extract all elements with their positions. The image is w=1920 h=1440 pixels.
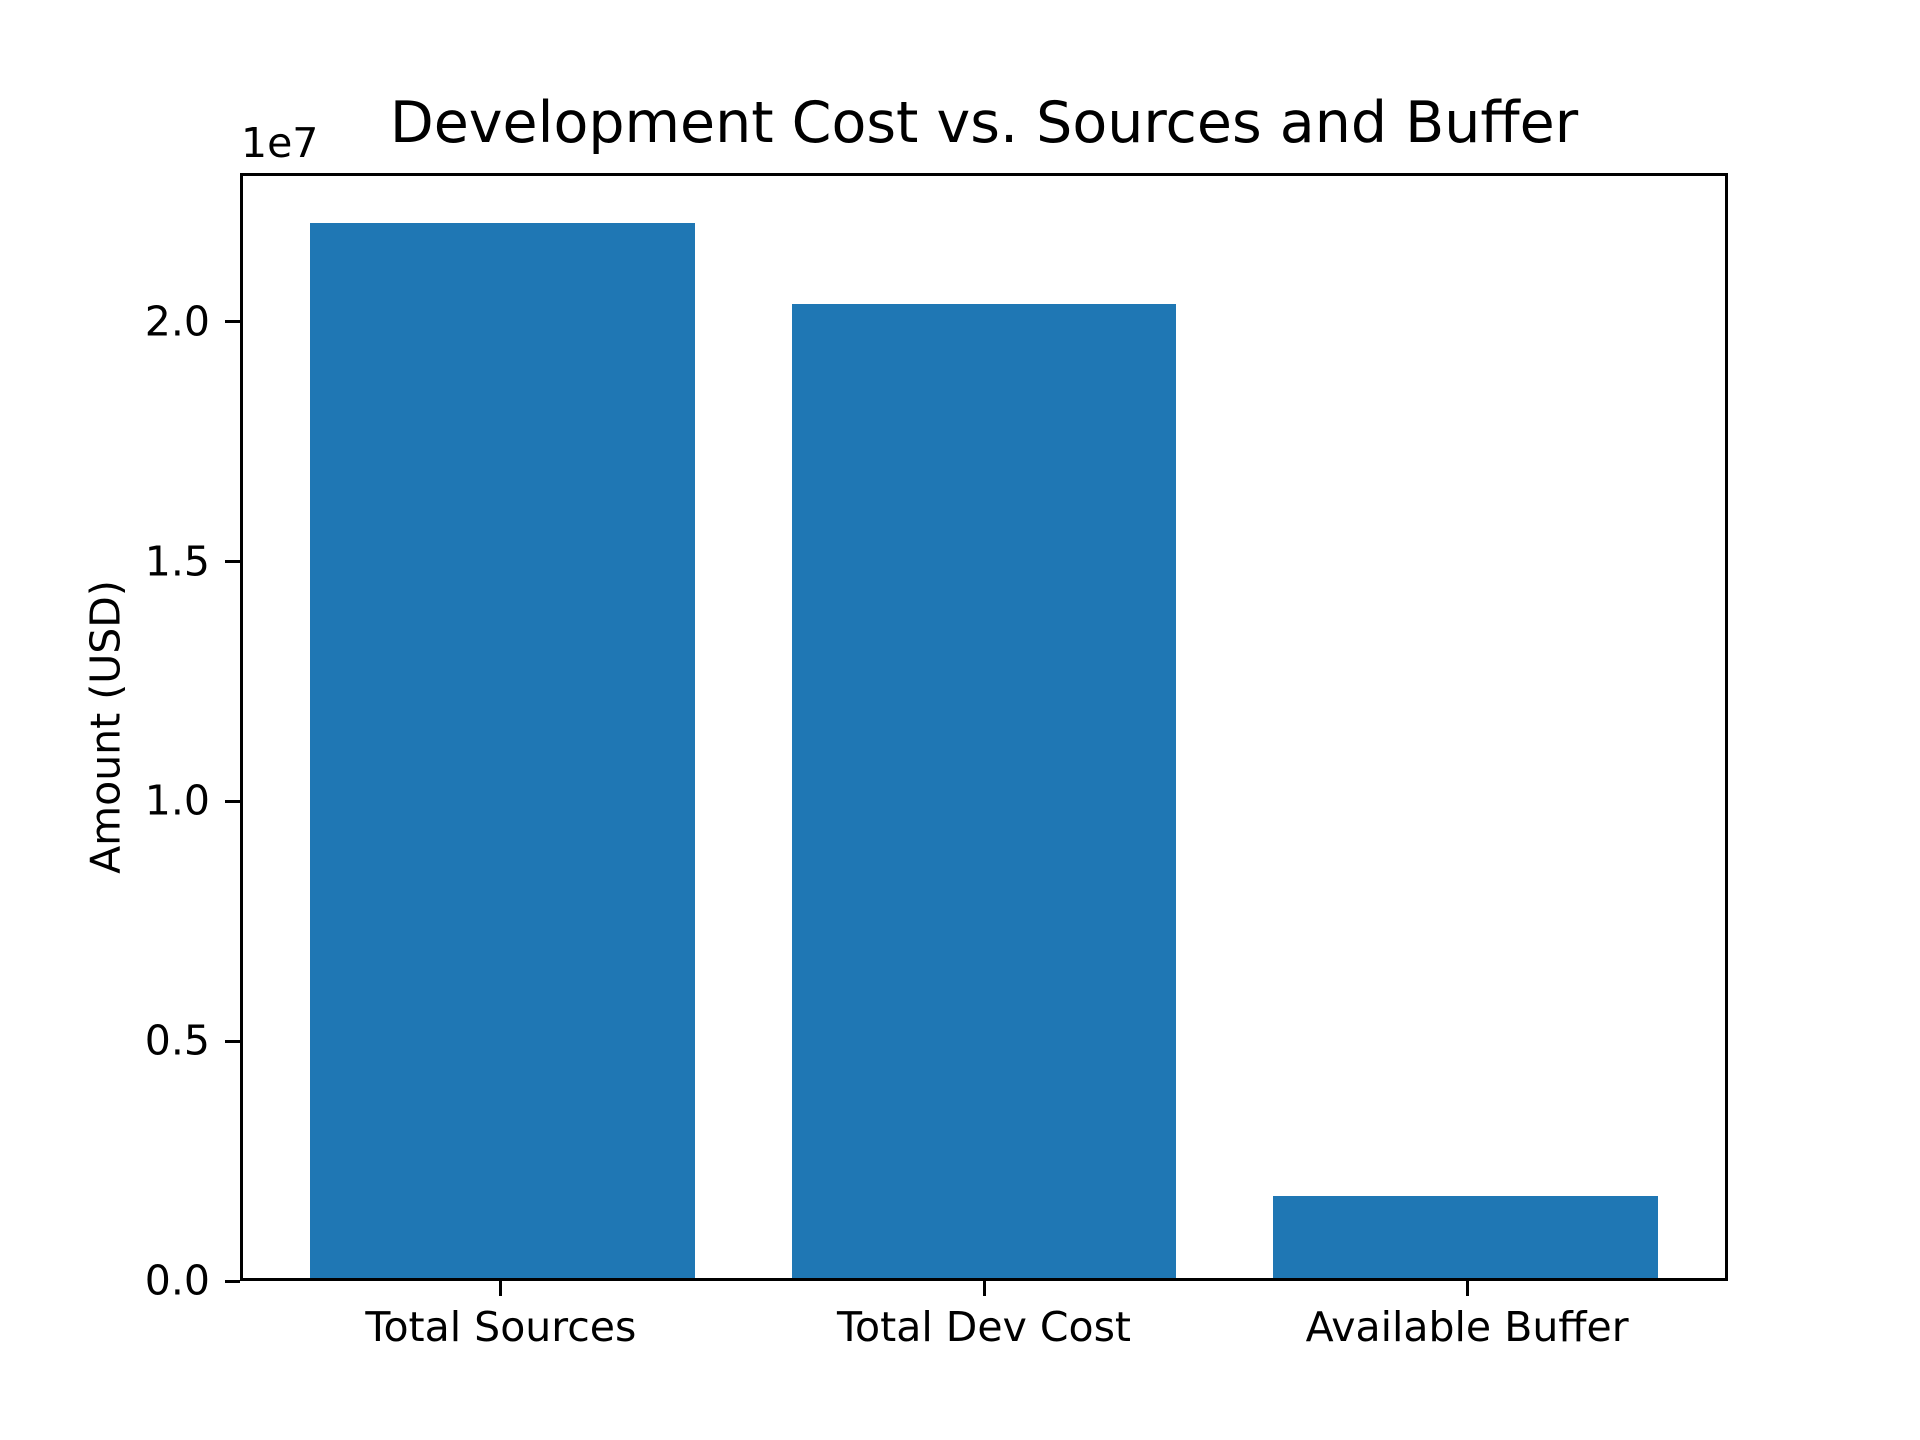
y-tick-mark: [225, 799, 240, 803]
bar-total-sources: [310, 222, 696, 1278]
y-tick-label: 2.0: [144, 297, 210, 346]
bar-available-buffer: [1272, 1196, 1658, 1278]
y-axis-offset-text: 1e7: [241, 119, 319, 167]
x-tick-label-total-dev-cost: Total Dev Cost: [836, 1303, 1132, 1351]
y-tick-label: 0.5: [144, 1016, 210, 1065]
x-tick-label-available-buffer: Available Buffer: [1305, 1303, 1629, 1351]
plot-area: [240, 173, 1728, 1281]
y-tick-label: 0.0: [144, 1256, 210, 1305]
y-tick-label: 1.0: [144, 776, 210, 825]
x-tick-mark: [1465, 1281, 1469, 1296]
y-tick-mark: [225, 1279, 240, 1283]
y-tick-mark: [225, 320, 240, 324]
y-axis-label: Amount (USD): [81, 580, 130, 874]
x-tick-mark: [982, 1281, 986, 1296]
x-tick-label-total-sources: Total Sources: [365, 1303, 637, 1351]
x-tick-mark: [499, 1281, 503, 1296]
y-tick-mark: [225, 560, 240, 564]
chart-title: Development Cost vs. Sources and Buffer: [389, 90, 1579, 156]
bar-total-dev-cost: [791, 304, 1177, 1278]
y-tick-label: 1.5: [144, 537, 210, 586]
y-tick-mark: [225, 1039, 240, 1043]
